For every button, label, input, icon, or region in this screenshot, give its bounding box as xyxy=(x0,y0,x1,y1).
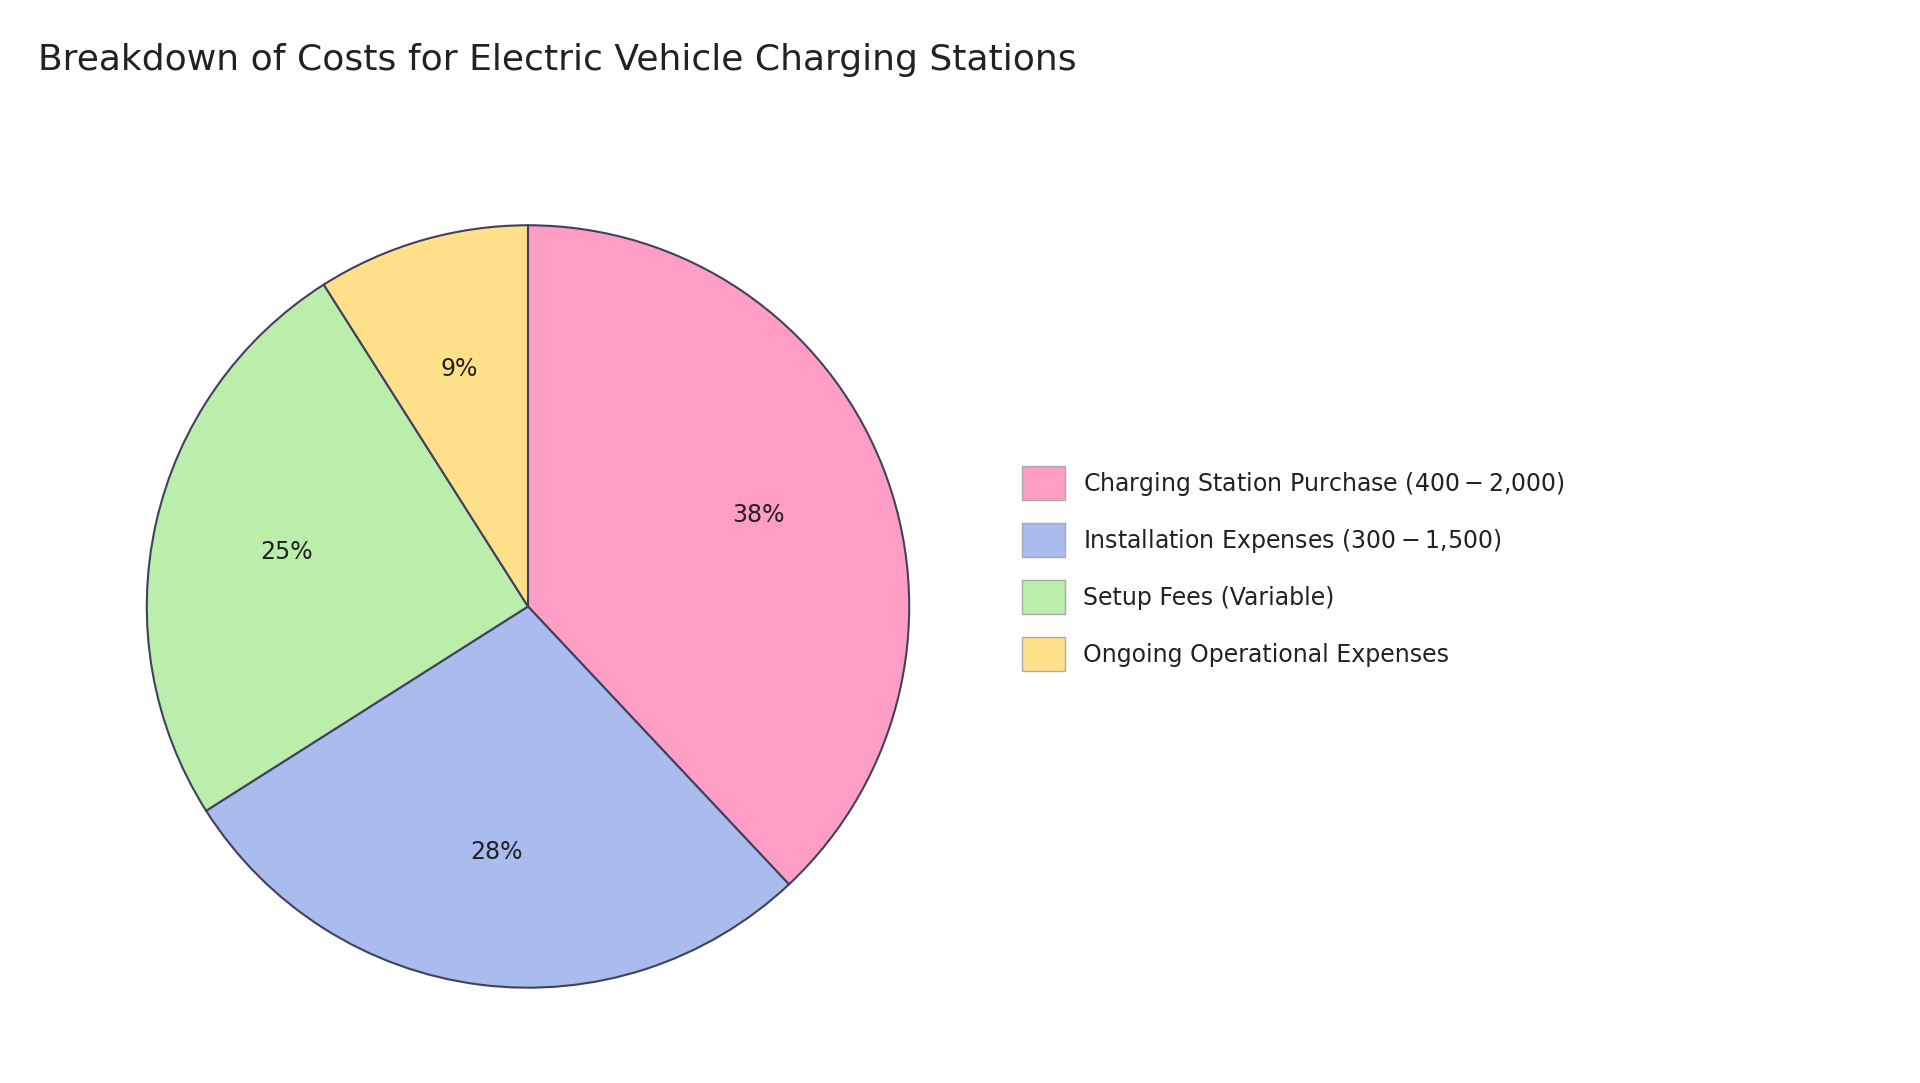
Text: Breakdown of Costs for Electric Vehicle Charging Stations: Breakdown of Costs for Electric Vehicle … xyxy=(38,43,1077,77)
Wedge shape xyxy=(146,285,528,811)
Text: 9%: 9% xyxy=(440,356,478,380)
Text: 25%: 25% xyxy=(259,540,313,564)
Text: 38%: 38% xyxy=(732,504,785,527)
Legend: Charging Station Purchase ($400 - $2,000), Installation Expenses ($300 - $1,500): Charging Station Purchase ($400 - $2,000… xyxy=(1010,455,1576,682)
Wedge shape xyxy=(205,606,789,988)
Text: 28%: 28% xyxy=(470,840,522,864)
Wedge shape xyxy=(324,225,528,606)
Wedge shape xyxy=(528,225,910,885)
